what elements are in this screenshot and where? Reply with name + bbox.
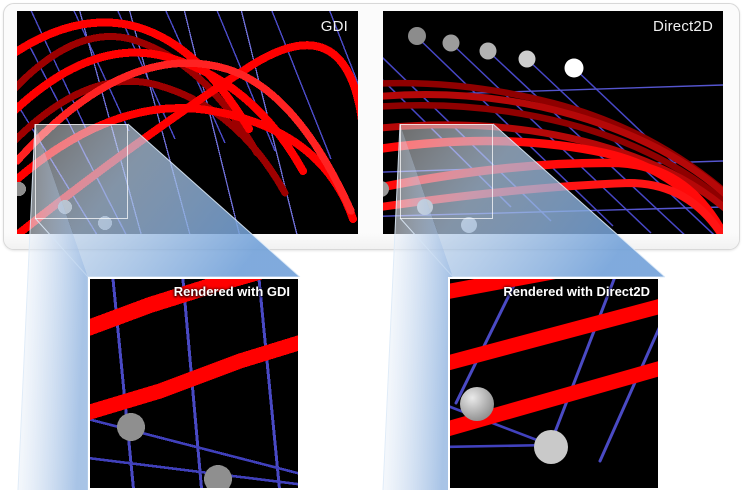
render-panel-direct2d[interactable]: Direct2D: [383, 11, 723, 234]
gdi-render-surface: [17, 11, 358, 234]
direct2d-render-surface: [383, 27, 723, 234]
magnified-label-direct2d: Rendered with Direct2D: [503, 284, 650, 299]
magnified-direct2d-surface: [450, 279, 658, 464]
magnified-label-gdi: Rendered with GDI: [173, 284, 290, 299]
panel-label-gdi: GDI: [320, 18, 348, 35]
render-panel-gdi[interactable]: GDI: [17, 11, 358, 234]
panel-label-direct2d: Direct2D: [653, 18, 713, 35]
magnified-panel-direct2d[interactable]: Rendered with Direct2D: [448, 277, 660, 490]
magnified-panel-gdi[interactable]: Rendered with GDI: [88, 277, 300, 490]
card-bottom-shade: [4, 233, 739, 249]
magnified-gdi-surface: [90, 279, 298, 488]
